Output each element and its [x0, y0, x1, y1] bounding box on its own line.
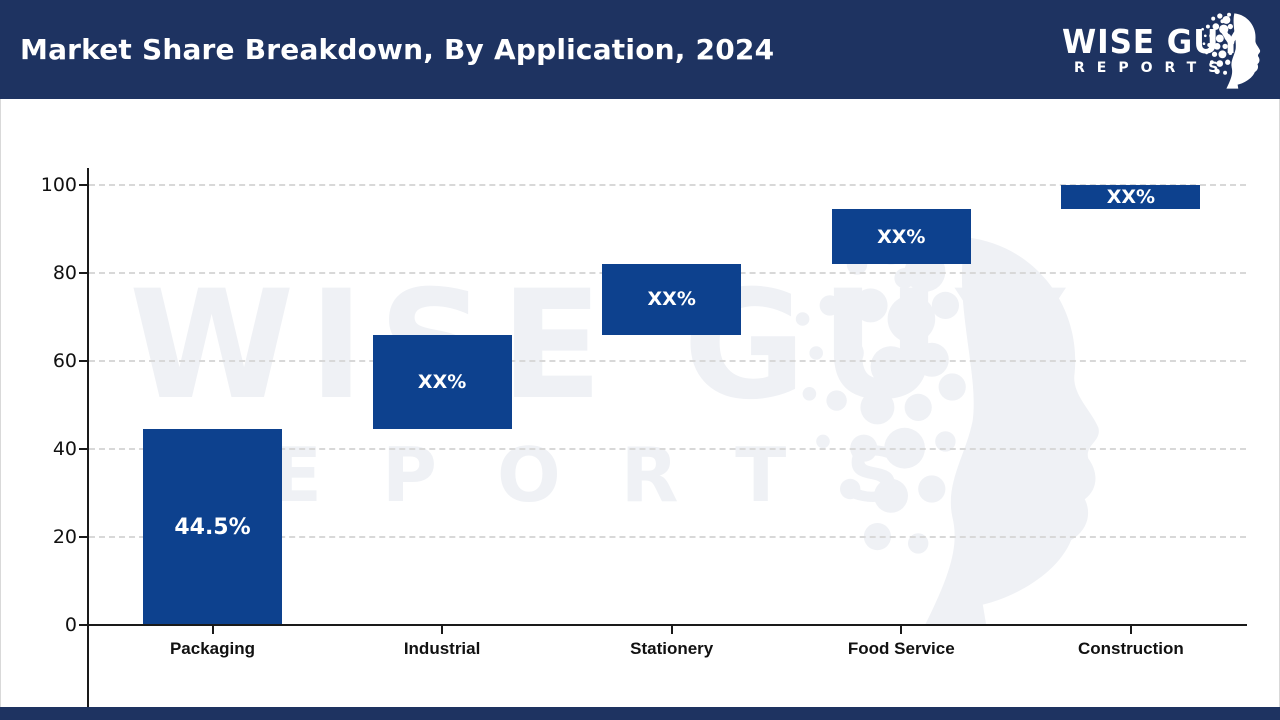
y-axis-tick-mark — [79, 448, 87, 450]
x-category-label: Stationery — [630, 639, 714, 658]
y-axis-tick-label: 40 — [52, 438, 77, 460]
bar-value-label: XX% — [417, 370, 467, 393]
bar-value-label: XX% — [877, 225, 926, 248]
brand-logo: WISE GUY REPORTS — [1022, 0, 1272, 99]
gridline — [89, 448, 1246, 450]
x-axis-tick-mark — [670, 626, 673, 634]
chart-area: WISE GUY REPORTS 0 20 40 60 80 100 44.5% Packag… — [0, 99, 1280, 707]
gridline — [89, 360, 1246, 362]
header-bar: Market Share Breakdown, By Application, … — [0, 0, 1280, 99]
y-axis-tick-label: 60 — [52, 350, 77, 372]
gridline — [89, 184, 1246, 186]
y-axis-tick-mark — [79, 184, 87, 186]
x-category-label: Construction — [1078, 639, 1184, 658]
bar-packaging: 44.5% — [143, 429, 282, 625]
bar-value-label: XX% — [647, 288, 696, 311]
y-axis-tick-label: 80 — [52, 262, 77, 284]
y-axis-tick-mark — [79, 536, 87, 538]
x-axis-line — [87, 624, 1247, 626]
footer-bar — [0, 707, 1280, 720]
page-title: Market Share Breakdown, By Application, … — [20, 33, 775, 66]
x-axis-tick-mark — [441, 626, 444, 634]
x-category-label: Industrial — [403, 639, 481, 658]
dotted-head-profile-icon — [1201, 12, 1261, 89]
bar-food-service: XX% — [831, 209, 971, 265]
bar-value-label: 44.5% — [174, 514, 251, 540]
x-category-label: Food Service — [847, 639, 955, 658]
y-axis-line — [87, 168, 89, 707]
x-axis-tick-mark — [211, 626, 214, 634]
bar-industrial: XX% — [372, 334, 512, 430]
x-category-label: Packaging — [169, 639, 256, 658]
bar-value-label: XX% — [1106, 186, 1156, 209]
bar-construction: XX% — [1061, 185, 1201, 210]
bar-stationery: XX% — [602, 264, 742, 335]
x-axis-tick-mark — [900, 626, 903, 634]
logo-wordmark: WISE GUY — [1062, 22, 1243, 61]
x-axis-tick-mark — [1129, 626, 1132, 634]
y-axis-tick-mark — [79, 624, 87, 626]
logo-subtitle: REPORTS — [1074, 60, 1231, 76]
y-axis-tick-label: 20 — [52, 526, 77, 548]
watermark-dotted-head-profile-icon — [795, 234, 1099, 625]
y-axis-tick-mark — [79, 360, 87, 362]
gridline — [89, 536, 1246, 538]
y-axis-tick-mark — [79, 272, 87, 274]
y-axis-tick-label: 100 — [40, 174, 77, 196]
y-axis-tick-label: 0 — [64, 614, 77, 636]
